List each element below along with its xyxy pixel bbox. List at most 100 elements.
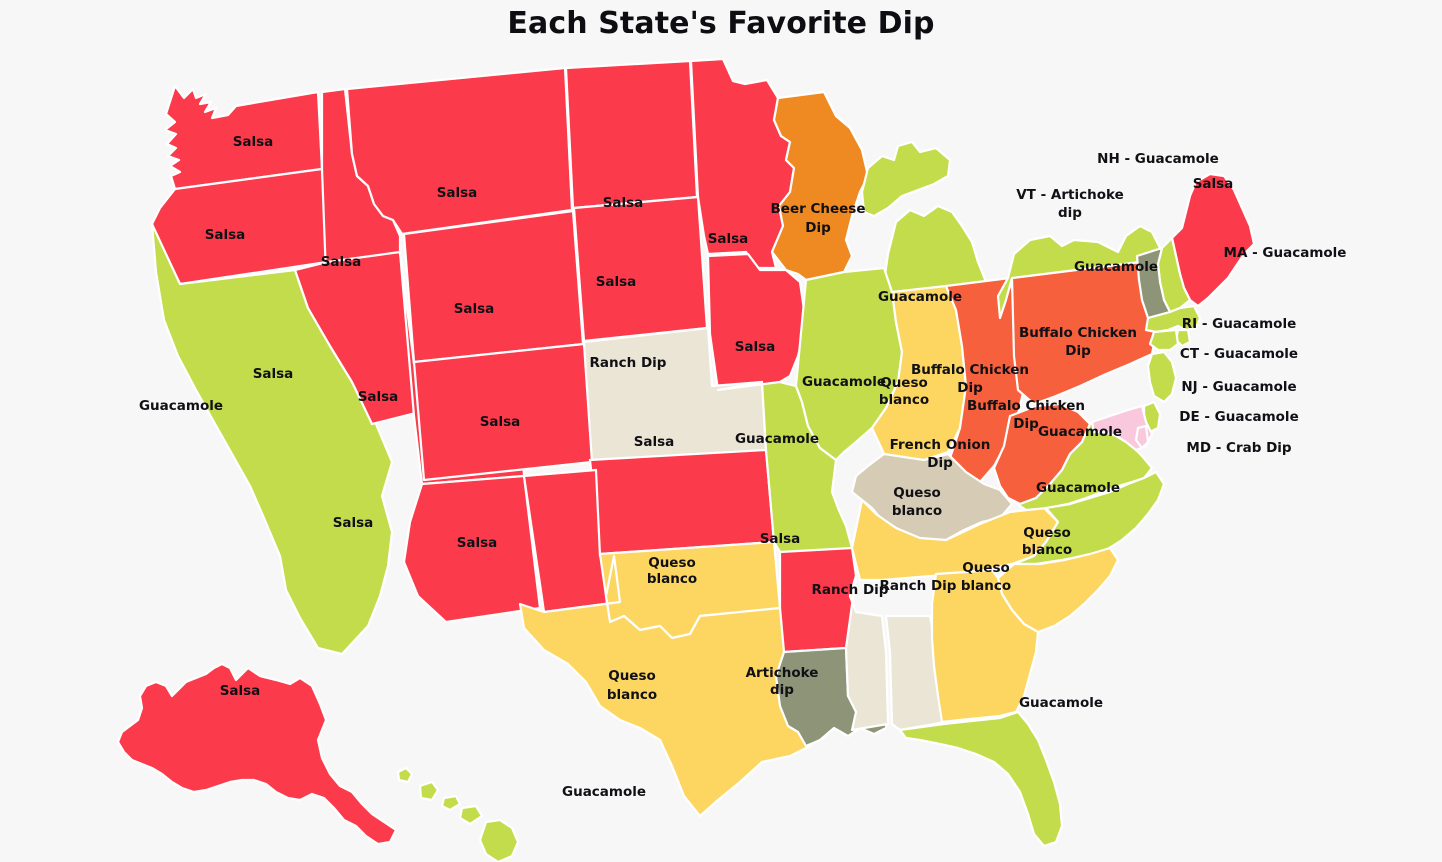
label-ia: Salsa: [735, 339, 776, 355]
label-in: Queso blanco: [879, 375, 929, 408]
svg-text:blanco: blanco: [879, 392, 929, 408]
label-oh: Buffalo Chicken Dip: [911, 362, 1029, 396]
svg-text:Beer Cheese: Beer Cheese: [771, 201, 866, 217]
callout-md: MD - Crab Dip: [1186, 440, 1292, 456]
label-ca: Guacamole: [139, 398, 223, 414]
state-fl[interactable]: [898, 710, 1064, 848]
label-la: Artichoke dip: [746, 665, 819, 698]
label-co: Salsa: [480, 414, 521, 430]
label-ak: Salsa: [220, 683, 261, 699]
state-nj[interactable]: [1146, 350, 1178, 404]
callout-nh: NH - Guacamole: [1097, 151, 1219, 167]
label-ny: Guacamole: [1074, 259, 1158, 275]
map-container: Salsa Salsa Salsa Salsa Salsa Salsa Sals…: [0, 56, 1442, 862]
page-title: Each State's Favorite Dip: [507, 6, 935, 41]
label-nm: Salsa: [457, 535, 498, 551]
label-ky: French Onion Dip: [890, 437, 991, 471]
label-mo: Guacamole: [735, 431, 819, 447]
svg-text:Dip: Dip: [927, 455, 953, 471]
state-vt[interactable]: [1135, 246, 1172, 320]
state-ct[interactable]: [1148, 328, 1180, 352]
label-mt: Salsa: [437, 185, 478, 201]
state-nd[interactable]: [564, 59, 699, 210]
state-ia[interactable]: [706, 252, 808, 392]
state-hi-4[interactable]: [458, 804, 484, 826]
state-md[interactable]: [1090, 404, 1154, 452]
label-fl: Guacamole: [1019, 695, 1103, 711]
label-nv: Salsa: [253, 366, 294, 382]
label-ut: Salsa: [358, 389, 399, 405]
state-ms[interactable]: [844, 574, 890, 732]
state-ks[interactable]: [588, 448, 776, 556]
label-wa: Salsa: [233, 134, 274, 150]
state-hi-2[interactable]: [418, 780, 440, 802]
svg-text:Queso: Queso: [1023, 525, 1071, 541]
svg-text:Dip: Dip: [1065, 343, 1091, 359]
state-ar[interactable]: [778, 546, 858, 654]
label-ms: Ranch Dip: [812, 582, 889, 598]
svg-text:Buffalo Chicken: Buffalo Chicken: [967, 398, 1085, 414]
label-or: Salsa: [205, 227, 246, 243]
label-tn: Queso blanco: [892, 485, 942, 519]
svg-text:Queso: Queso: [608, 668, 656, 684]
svg-text:blanco: blanco: [961, 578, 1011, 594]
label-nc: Guacamole: [1036, 480, 1120, 496]
label-wv: Buffalo Chicken Dip: [967, 398, 1085, 432]
svg-text:Queso: Queso: [648, 555, 696, 571]
label-wy: Salsa: [454, 301, 495, 317]
state-hi[interactable]: [396, 766, 414, 784]
svg-text:French Onion: French Onion: [890, 437, 991, 453]
svg-text:blanco: blanco: [607, 687, 657, 703]
svg-text:Queso: Queso: [893, 485, 941, 501]
svg-text:Queso: Queso: [962, 560, 1010, 576]
svg-text:blanco: blanco: [1022, 542, 1072, 558]
svg-text:Buffalo Chicken: Buffalo Chicken: [911, 362, 1029, 378]
label-mi: Guacamole: [878, 289, 962, 305]
state-tx[interactable]: [518, 554, 820, 818]
us-choropleth-map: Salsa Salsa Salsa Salsa Salsa Salsa Sals…: [116, 57, 1347, 862]
label-sd: Salsa: [596, 274, 637, 290]
svg-text:Dip: Dip: [957, 380, 983, 396]
state-wy[interactable]: [402, 209, 585, 364]
state-wi[interactable]: [770, 90, 870, 282]
svg-text:dip: dip: [770, 682, 794, 698]
svg-text:Buffalo Chicken: Buffalo Chicken: [1019, 325, 1137, 341]
state-nc[interactable]: [1012, 470, 1166, 566]
svg-text:Dip: Dip: [805, 220, 831, 236]
label-nd: Salsa: [603, 195, 644, 211]
state-ak[interactable]: [116, 662, 398, 846]
callout-ct: CT - Guacamole: [1180, 346, 1298, 362]
label-hi: Guacamole: [562, 784, 646, 800]
state-ga[interactable]: [930, 568, 1040, 724]
label-va: Guacamole: [1038, 424, 1122, 440]
label-ne: Ranch Dip: [590, 355, 667, 371]
label-wi: Beer Cheese Dip: [771, 201, 866, 236]
svg-text:VT - Artichoke: VT - Artichoke: [1016, 187, 1124, 203]
label-sc: Queso blanco: [1022, 525, 1072, 558]
svg-text:dip: dip: [1058, 205, 1082, 221]
state-sd[interactable]: [572, 195, 709, 343]
label-ks: Salsa: [634, 434, 675, 450]
state-hi-5[interactable]: [478, 818, 520, 862]
label-ar: Salsa: [760, 531, 801, 547]
callout-de: DE - Guacamole: [1179, 409, 1298, 425]
state-co[interactable]: [412, 342, 594, 482]
label-mn: Salsa: [708, 231, 749, 247]
label-ga: Queso blanco: [961, 560, 1011, 594]
state-hi-3[interactable]: [440, 794, 462, 812]
svg-text:Artichoke: Artichoke: [746, 665, 819, 681]
label-al: Ranch Dip: [880, 578, 957, 594]
svg-text:Dip: Dip: [1013, 416, 1039, 432]
callout-ma: MA - Guacamole: [1224, 245, 1347, 261]
svg-text:Queso: Queso: [880, 375, 928, 391]
label-pa: Buffalo Chicken Dip: [1019, 325, 1137, 359]
state-nv[interactable]: [293, 250, 422, 426]
label-il: Guacamole: [802, 374, 886, 390]
state-me[interactable]: [1170, 172, 1256, 308]
label-az: Salsa: [333, 515, 374, 531]
state-mt[interactable]: [345, 66, 574, 236]
label-me: Salsa: [1193, 176, 1234, 192]
callout-vt: VT - Artichoke dip: [1016, 187, 1124, 221]
callout-ri: RI - Guacamole: [1182, 316, 1296, 332]
callout-nj: NJ - Guacamole: [1181, 379, 1296, 395]
